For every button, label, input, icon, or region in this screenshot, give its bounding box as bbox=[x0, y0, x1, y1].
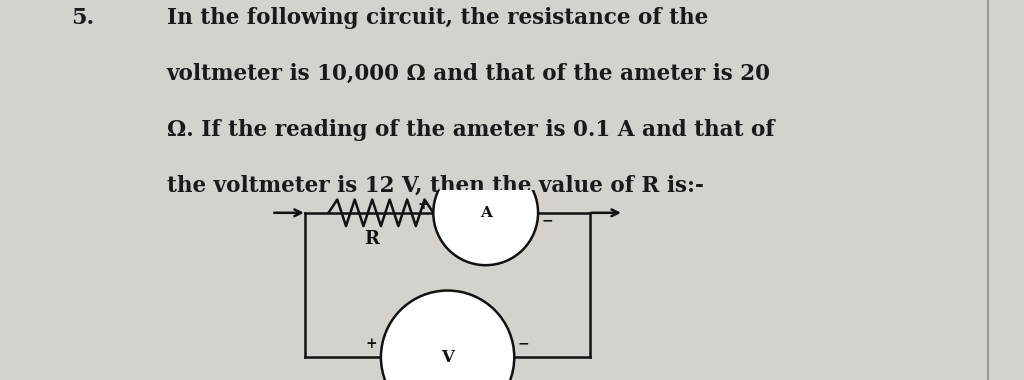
Text: +: + bbox=[366, 337, 377, 351]
Text: Ω. If the reading of the ameter is 0.1 A and that of: Ω. If the reading of the ameter is 0.1 A… bbox=[167, 119, 774, 141]
Text: the voltmeter is 12 V, then the value of R is:-: the voltmeter is 12 V, then the value of… bbox=[167, 175, 703, 197]
Text: In the following circuit, the resistance of the: In the following circuit, the resistance… bbox=[167, 6, 708, 28]
Text: −: − bbox=[542, 214, 553, 227]
Text: +: + bbox=[418, 198, 430, 212]
Text: V: V bbox=[441, 349, 454, 366]
Text: A: A bbox=[480, 206, 492, 220]
Text: −: − bbox=[518, 337, 529, 351]
Text: R: R bbox=[364, 230, 379, 248]
Ellipse shape bbox=[433, 160, 538, 265]
Ellipse shape bbox=[381, 291, 514, 380]
Text: 5.: 5. bbox=[72, 6, 94, 28]
Text: voltmeter is 10,000 Ω and that of the ameter is 20: voltmeter is 10,000 Ω and that of the am… bbox=[167, 63, 771, 85]
